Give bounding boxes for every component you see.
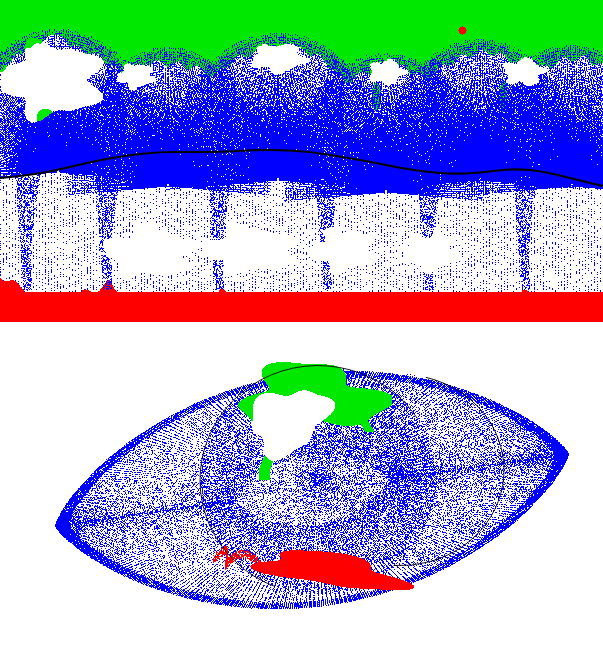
unrolled-projection-canvas	[0, 0, 603, 322]
three-d-view-canvas	[0, 322, 603, 645]
panel-unrolled-projection	[0, 0, 603, 322]
panel-three-d-view	[0, 322, 603, 645]
